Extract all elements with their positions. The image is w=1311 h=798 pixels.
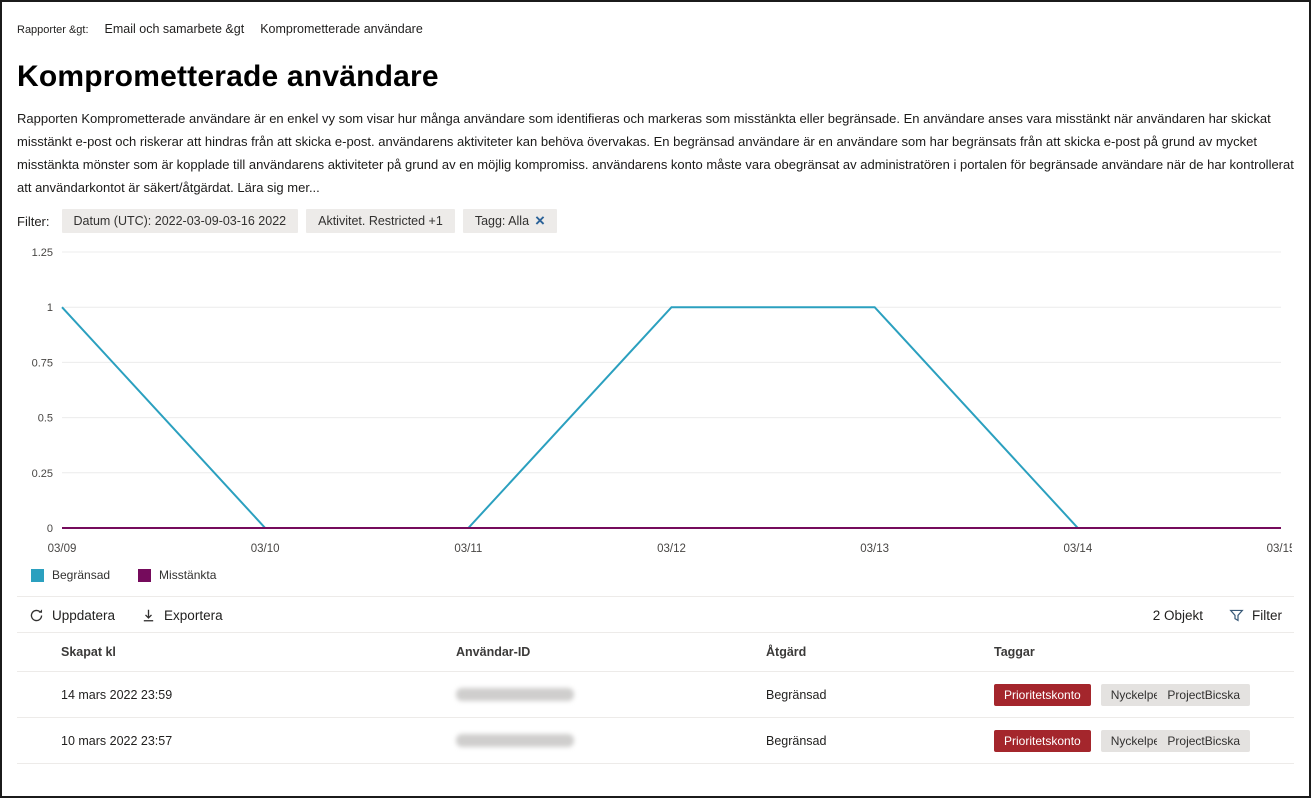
breadcrumb-item[interactable]: Rapporter &gt:: [17, 24, 89, 36]
compromised-users-chart: 0 0.25 0.5 0.75 1 1.25 03/09 03/10 03/11 03/12 03/…: [17, 239, 1296, 566]
filter-chip-label: Tagg: Alla: [474, 214, 530, 228]
x-axis-tick-label: 03/15: [1267, 543, 1292, 555]
breadcrumb-item[interactable]: Email och samarbete &gt: [104, 22, 245, 36]
x-axis-tick-label: 03/14: [1063, 543, 1092, 555]
page-title: Komprometterade användare: [17, 60, 439, 93]
chart-legend: Begränsad Misstänkta: [17, 568, 1294, 582]
user-id-cell: [456, 688, 766, 701]
breadcrumb-item: Komprometterade användare: [260, 22, 423, 36]
column-header[interactable]: Åtgärd: [766, 645, 807, 659]
user-id-redacted: [456, 734, 574, 747]
created-at-cell: 14 mars 2022 23:59: [61, 687, 173, 702]
filter-button[interactable]: Filter: [1229, 608, 1282, 623]
refresh-icon: [29, 608, 44, 623]
compromised-users-table: Skapat kl Användar-ID Åtgärd Taggar 14 mars …: [17, 632, 1294, 764]
tags-cell: Prioritetskonto Nyckelperson ProjectBicska: [994, 729, 1294, 752]
y-axis-tick-label: 1.25: [32, 247, 53, 259]
close-icon[interactable]: ×: [535, 211, 545, 231]
legend-label: Begränsad: [52, 568, 111, 582]
legend-swatch: [138, 568, 152, 582]
column-header[interactable]: Skapat kl: [61, 645, 116, 659]
x-axis-tick-label: 03/10: [251, 543, 280, 555]
filter-button-label: Filter: [1252, 608, 1282, 623]
download-icon: [141, 608, 156, 623]
filter-chip-list: Datum (UTC): 2022-03-09-03-16 2022 Aktivi…: [61, 209, 557, 233]
y-axis-tick-label: 0.25: [32, 468, 53, 480]
tags-cell: Prioritetskonto Nyckelperson ProjectBicska: [994, 683, 1294, 706]
export-label: Exportera: [164, 608, 223, 623]
items-count: 2 Objekt: [1152, 608, 1203, 623]
filter-chip-label: Aktivitet. Restricted +1: [318, 214, 443, 228]
action-cell: Begränsad: [766, 733, 827, 748]
filter-bar: Filter: Datum (UTC): 2022-03-09-03-16 20…: [17, 209, 1294, 233]
filter-label: Filter:: [17, 213, 50, 229]
filter-chip[interactable]: Tagg: Alla ×: [462, 209, 557, 233]
x-axis-tick-label: 03/11: [454, 543, 482, 555]
action-cell: Begränsad: [766, 687, 827, 702]
user-id-redacted: [456, 688, 574, 701]
legend-swatch: [31, 568, 44, 582]
export-button[interactable]: Exportera: [141, 608, 223, 623]
filter-chip[interactable]: Aktivitet. Restricted +1: [306, 209, 455, 233]
filter-chip-label: Datum (UTC): 2022-03-09-03-16 2022: [73, 214, 287, 228]
legend-item: Begränsad: [31, 568, 110, 582]
table-header-row: Skapat kl Användar-ID Åtgärd Taggar: [17, 632, 1294, 672]
refresh-label: Uppdatera: [52, 608, 116, 623]
page-description: Rapporten Komprometterade användare är e…: [17, 111, 1294, 195]
tag-badge[interactable]: Prioritetskonto: [994, 729, 1091, 752]
legend-item: Misstänkta: [138, 568, 216, 582]
section-divider: [17, 596, 1294, 597]
breadcrumb: Rapporter &gt: Email och samarbete &gt Kom…: [17, 2, 1294, 36]
table-row[interactable]: 10 mars 2022 23:57 Begränsad Prioritetskon…: [17, 718, 1294, 764]
y-axis-tick-label: 0.5: [38, 413, 53, 425]
tag-badge[interactable]: ProjectBicska: [1157, 729, 1251, 752]
tag-badge[interactable]: ProjectBicska: [1157, 683, 1251, 706]
table-row[interactable]: 14 mars 2022 23:59 Begränsad Prioritetskon…: [17, 672, 1294, 718]
column-header[interactable]: Användar-ID: [456, 645, 531, 659]
tag-badge[interactable]: Prioritetskonto: [994, 683, 1091, 706]
x-axis-tick-label: 03/13: [860, 543, 889, 555]
y-axis-tick-label: 0: [47, 523, 53, 535]
legend-label: Misstänkta: [159, 568, 217, 582]
x-axis-tick-label: 03/12: [657, 543, 686, 555]
list-toolbar: Uppdatera Exportera 2 Objekt Filter: [17, 597, 1294, 632]
column-header[interactable]: Taggar: [994, 645, 1035, 659]
x-axis-tick-label: 03/09: [48, 543, 77, 555]
refresh-button[interactable]: Uppdatera: [29, 608, 115, 623]
y-axis-tick-label: 1: [47, 302, 53, 314]
filter-funnel-icon: [1229, 608, 1244, 623]
created-at-cell: 10 mars 2022 23:57: [61, 733, 173, 748]
y-axis-tick-label: 0.75: [32, 357, 53, 369]
user-id-cell: [456, 734, 766, 747]
filter-chip[interactable]: Datum (UTC): 2022-03-09-03-16 2022: [61, 209, 299, 233]
line-chart-svg: 0 0.25 0.5 0.75 1 1.25 03/09 03/10 03/11 03/12 03/…: [32, 247, 1296, 555]
